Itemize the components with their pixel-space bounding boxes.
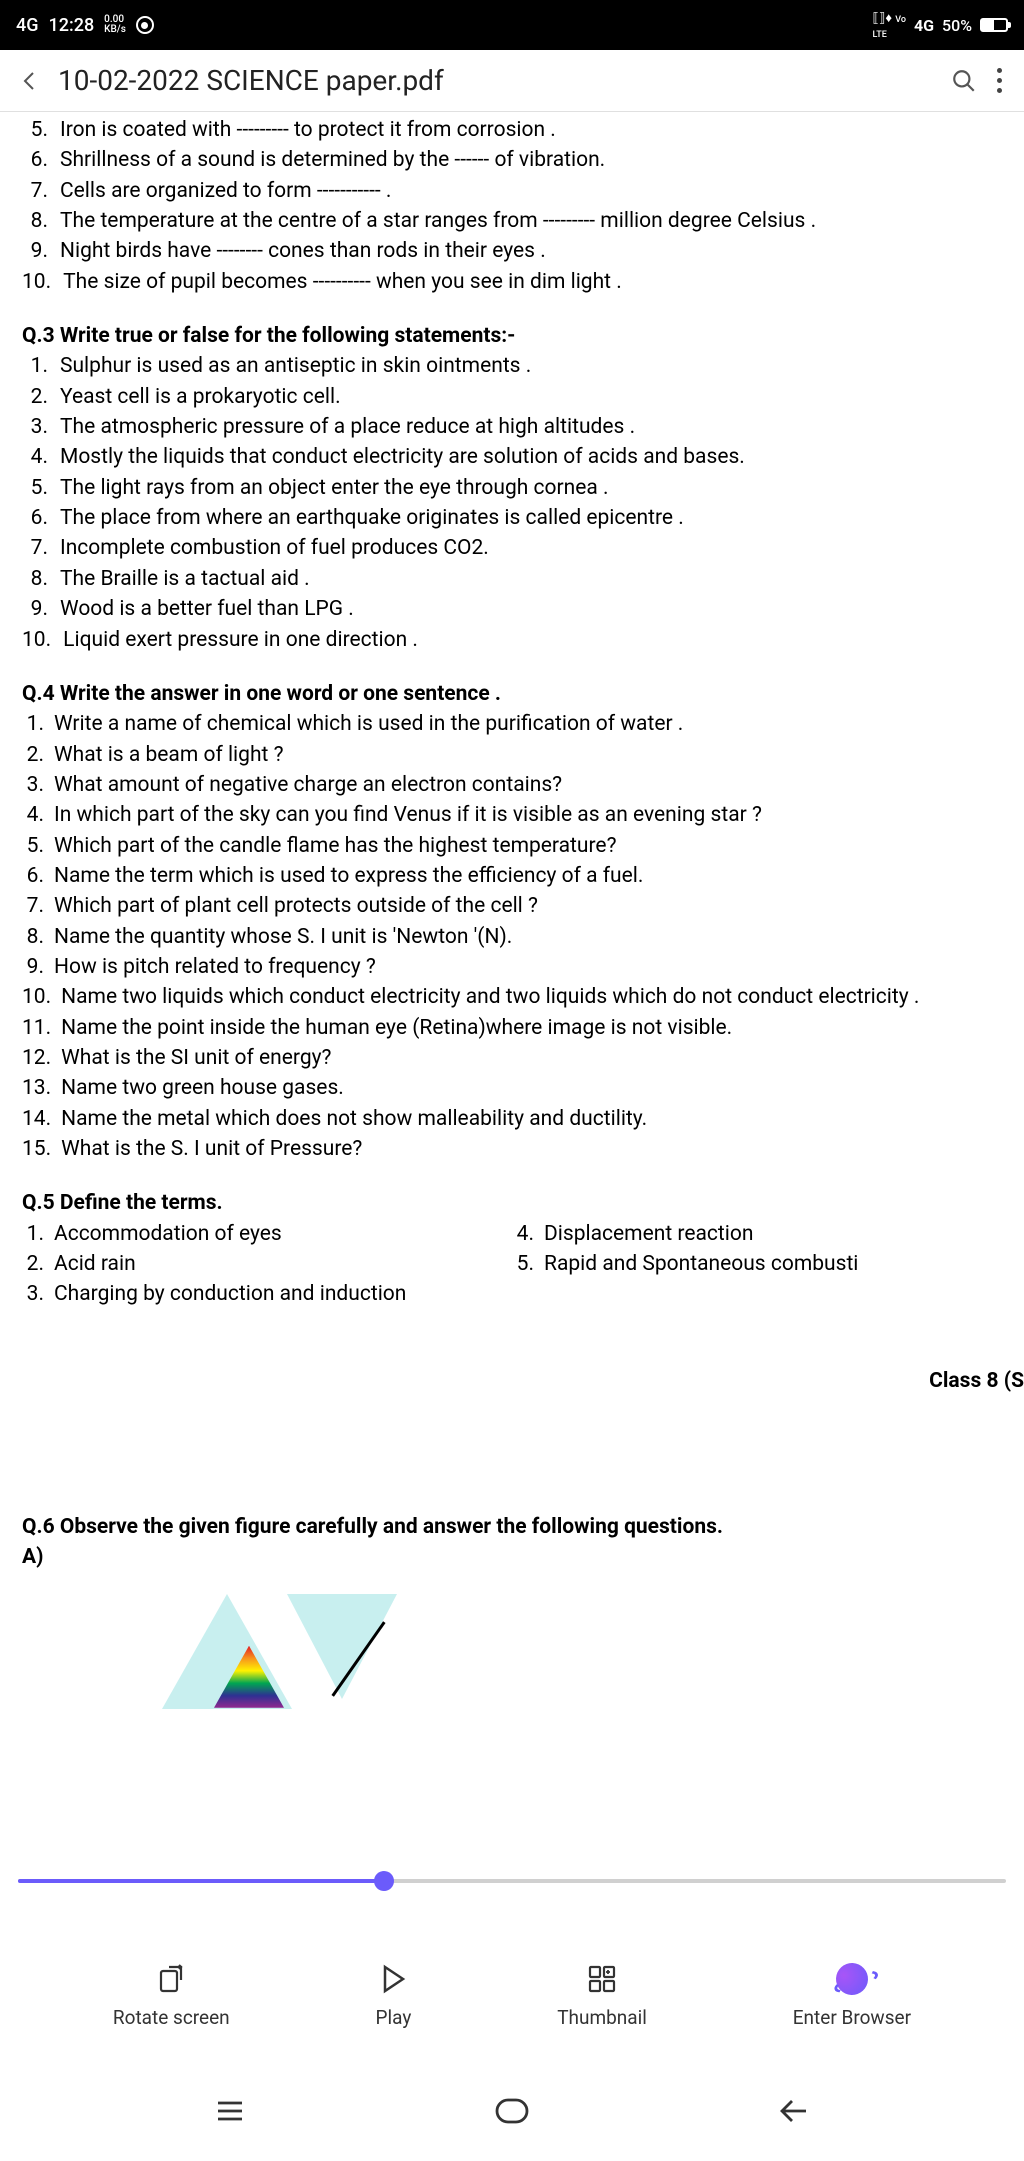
question-item: 1.Accommodation of eyes xyxy=(22,1220,512,1248)
back-icon[interactable] xyxy=(18,69,42,93)
rotate-icon xyxy=(154,1962,188,1996)
question-item: 10.The size of pupil becomes ---------- … xyxy=(22,268,1002,296)
record-icon xyxy=(136,16,154,34)
question-item: 8.Name the quantity whose S. I unit is '… xyxy=(22,923,1002,951)
q6-sub: A) xyxy=(22,1543,1002,1571)
play-label: Play xyxy=(376,2006,412,2029)
q4-list: 1.Write a name of chemical which is used… xyxy=(22,710,1002,1163)
progress-slider[interactable] xyxy=(0,1879,1024,1899)
question-item: 13.Name two green house gases. xyxy=(22,1074,1002,1102)
fill-blanks-list: 5.Iron is coated with --------- to prote… xyxy=(22,116,1002,296)
data-speed: 0.00 KB/s xyxy=(104,15,126,35)
home-icon[interactable] xyxy=(491,2090,533,2132)
question-item: 7.Which part of plant cell protects outs… xyxy=(22,892,1002,920)
app-header: 10-02-2022 SCIENCE paper.pdf xyxy=(0,50,1024,112)
toolbar: Rotate screen Play Thumbnail Enter Brows… xyxy=(0,1934,1024,2049)
battery-percent: 50% xyxy=(942,16,972,35)
network-type: 4G xyxy=(16,15,39,36)
clock: 12:28 xyxy=(49,15,95,36)
question-item: 10.Name two liquids which conduct electr… xyxy=(22,983,1002,1011)
q5-columns: 1.Accommodation of eyes2.Acid rain3.Char… xyxy=(22,1220,1002,1311)
back-nav-icon[interactable] xyxy=(776,2093,812,2129)
question-item: 5.Rapid and Spontaneous combusti xyxy=(512,1250,1002,1278)
browser-label: Enter Browser xyxy=(793,2006,911,2029)
document-content: 5.Iron is coated with --------- to prote… xyxy=(0,112,1024,1738)
question-item: 2.What is a beam of light ? xyxy=(22,741,1002,769)
question-item: 5.Which part of the candle flame has the… xyxy=(22,832,1002,860)
rotate-button[interactable]: Rotate screen xyxy=(113,1962,230,2029)
question-item: 6.The place from where an earthquake ori… xyxy=(22,504,1002,532)
class-label: Class 8 (S xyxy=(22,1367,1024,1395)
document-title: 10-02-2022 SCIENCE paper.pdf xyxy=(58,64,935,97)
question-item: 5.The light rays from an object enter th… xyxy=(22,474,1002,502)
question-item: 8.The temperature at the centre of a sta… xyxy=(22,207,1002,235)
network-4g: 4G xyxy=(914,16,934,35)
question-item: 3.The atmospheric pressure of a place re… xyxy=(22,413,1002,441)
play-icon xyxy=(376,1962,410,1996)
question-item: 6.Shrillness of a sound is determined by… xyxy=(22,146,1002,174)
question-item: 11.Name the point inside the human eye (… xyxy=(22,1014,1002,1042)
q3-list: 1.Sulphur is used as an antiseptic in sk… xyxy=(22,352,1002,653)
question-item: 4.In which part of the sky can you find … xyxy=(22,801,1002,829)
question-item: 2.Yeast cell is a prokaryotic cell. xyxy=(22,383,1002,411)
more-icon[interactable] xyxy=(993,64,1006,97)
question-item: 14.Name the metal which does not show ma… xyxy=(22,1105,1002,1133)
question-item: 2.Acid rain xyxy=(22,1250,512,1278)
question-item: 9.How is pitch related to frequency ? xyxy=(22,953,1002,981)
question-item: 4.Displacement reaction xyxy=(512,1220,1002,1248)
question-item: 4.Mostly the liquids that conduct electr… xyxy=(22,443,1002,471)
thumbnail-button[interactable]: Thumbnail xyxy=(557,1962,647,2029)
question-item: 3.What amount of negative charge an elec… xyxy=(22,771,1002,799)
system-nav xyxy=(0,2061,1024,2161)
q5-col-a: 1.Accommodation of eyes2.Acid rain3.Char… xyxy=(22,1220,512,1311)
question-item: 10.Liquid exert pressure in one directio… xyxy=(22,626,1002,654)
question-item: 1.Write a name of chemical which is used… xyxy=(22,710,1002,738)
question-item: 15.What is the S. I unit of Pressure? xyxy=(22,1135,1002,1163)
browser-icon xyxy=(835,1962,869,1996)
question-item: 9.Night birds have -------- cones than r… xyxy=(22,237,1002,265)
prism-figure xyxy=(132,1584,432,1734)
question-item: 6.Name the term which is used to express… xyxy=(22,862,1002,890)
question-item: 9.Wood is a better fuel than LPG . xyxy=(22,595,1002,623)
q4-heading: Q.4 Write the answer in one word or one … xyxy=(22,680,1002,708)
browser-button[interactable]: Enter Browser xyxy=(793,1962,911,2029)
question-item: 7.Incomplete combustion of fuel produces… xyxy=(22,534,1002,562)
q3-heading: Q.3 Write true or false for the followin… xyxy=(22,322,1002,350)
status-bar: 4G 12:28 0.00 KB/s ⟦⟧♦ VoLTE 4G 50% xyxy=(0,0,1024,50)
question-item: 12.What is the SI unit of energy? xyxy=(22,1044,1002,1072)
signal-icons: ⟦⟧♦ VoLTE xyxy=(872,10,905,41)
play-button[interactable]: Play xyxy=(376,1962,412,2029)
q5-heading: Q.5 Define the terms. xyxy=(22,1189,1002,1217)
question-item: 1.Sulphur is used as an antiseptic in sk… xyxy=(22,352,1002,380)
rotate-label: Rotate screen xyxy=(113,2006,230,2029)
thumbnail-icon xyxy=(585,1962,619,1996)
q6-heading: Q.6 Observe the given figure carefully a… xyxy=(22,1513,1002,1541)
battery-icon xyxy=(980,18,1008,32)
recents-icon[interactable] xyxy=(212,2093,248,2129)
search-icon[interactable] xyxy=(951,68,977,94)
q5-col-b: 4.Displacement reaction5.Rapid and Spont… xyxy=(512,1220,1002,1311)
thumbnail-label: Thumbnail xyxy=(557,2006,647,2029)
question-item: 8.The Braille is a tactual aid . xyxy=(22,565,1002,593)
question-item: 5.Iron is coated with --------- to prote… xyxy=(22,116,1002,144)
question-item: 7.Cells are organized to form ----------… xyxy=(22,177,1002,205)
question-item: 3.Charging by conduction and induction xyxy=(22,1280,512,1308)
